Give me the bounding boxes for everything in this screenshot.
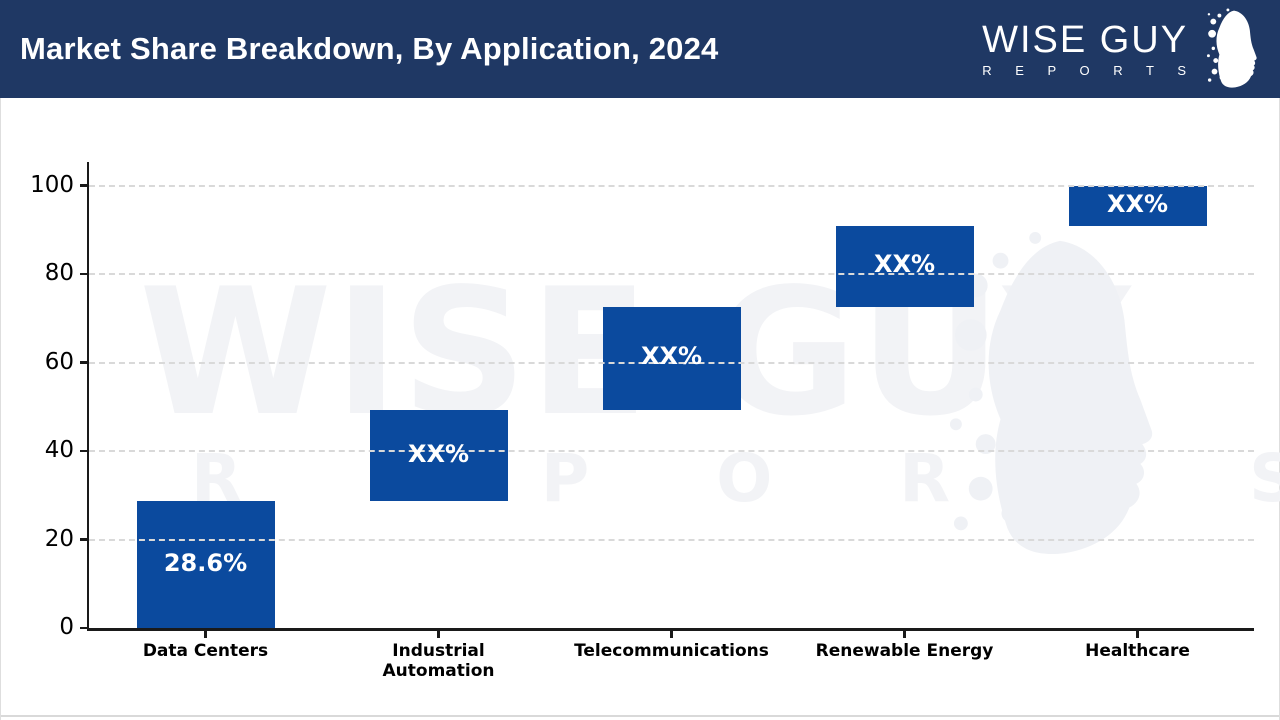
x-axis-category-label: Healthcare bbox=[1085, 641, 1190, 661]
y-gridline bbox=[89, 450, 1254, 452]
x-axis-category-label: Industrial Automation bbox=[382, 641, 495, 682]
x-axis-category-label: Renewable Energy bbox=[815, 641, 994, 661]
bottom-divider bbox=[1, 715, 1279, 717]
waterfall-chart: 0 20 40 60 80 100 28.6% Data Centers XX% Industri… bbox=[1, 98, 1279, 720]
x-axis-tick bbox=[903, 630, 906, 638]
x-axis-tick bbox=[437, 630, 440, 638]
wiseguy-logo: WISE GUY R E P O R T S bbox=[974, 7, 1270, 91]
y-axis-tick bbox=[80, 361, 89, 364]
x-axis-tick bbox=[670, 630, 673, 638]
y-gridline bbox=[89, 184, 1254, 187]
waterfall-bar bbox=[1068, 185, 1207, 227]
y-axis-tick bbox=[80, 626, 89, 630]
y-axis-tick-label: 40 bbox=[44, 437, 74, 463]
x-axis-tick bbox=[204, 630, 207, 638]
bar-value-label: XX% bbox=[407, 439, 470, 468]
waterfall-bar bbox=[602, 306, 741, 410]
y-gridline bbox=[89, 361, 1254, 364]
x-axis-category-label: Data Centers bbox=[142, 641, 269, 661]
bar-value-label: XX% bbox=[873, 250, 936, 279]
x-axis-tick bbox=[1136, 630, 1139, 638]
watermark-head-icon bbox=[949, 231, 1153, 555]
waterfall-bar bbox=[369, 409, 508, 502]
y-axis-tick-label: 0 bbox=[59, 614, 74, 640]
bar-value-label: XX% bbox=[1106, 189, 1169, 218]
chart-area: WISE GUY R E P O R T S 0 20 40 60 80 100 28.6%… bbox=[0, 98, 1280, 720]
bar-value-label: 28.6% bbox=[163, 548, 248, 577]
y-gridline bbox=[89, 538, 1254, 541]
logo-wordmark-line1: WISE GUY bbox=[982, 18, 1189, 61]
bar-value-label: XX% bbox=[640, 342, 703, 371]
waterfall-bar bbox=[835, 226, 974, 307]
y-axis-tick-label: 20 bbox=[44, 525, 74, 552]
y-axis-tick bbox=[80, 272, 89, 276]
logo-wordmark-line2: R E P O R T S bbox=[982, 62, 1196, 78]
logo-head-icon bbox=[1206, 8, 1257, 88]
y-axis-tick bbox=[80, 449, 89, 453]
header: Market Share Breakdown, By Application, … bbox=[0, 0, 1280, 98]
waterfall-bar bbox=[136, 501, 275, 628]
logo-wordmark: WISE GUY R E P O R T S bbox=[974, 21, 1196, 78]
y-axis-tick bbox=[80, 184, 89, 187]
y-axis-tick bbox=[80, 538, 89, 541]
y-axis-tick-label: 100 bbox=[30, 171, 74, 198]
page-title: Market Share Breakdown, By Application, … bbox=[20, 31, 719, 66]
y-axis-tick-label: 80 bbox=[44, 260, 74, 286]
y-gridline bbox=[89, 273, 1254, 275]
y-axis-tick-label: 60 bbox=[44, 348, 74, 375]
x-axis-category-label: Telecommunications bbox=[574, 641, 769, 661]
x-axis-spine bbox=[86, 628, 1254, 631]
y-axis-spine bbox=[86, 162, 89, 631]
